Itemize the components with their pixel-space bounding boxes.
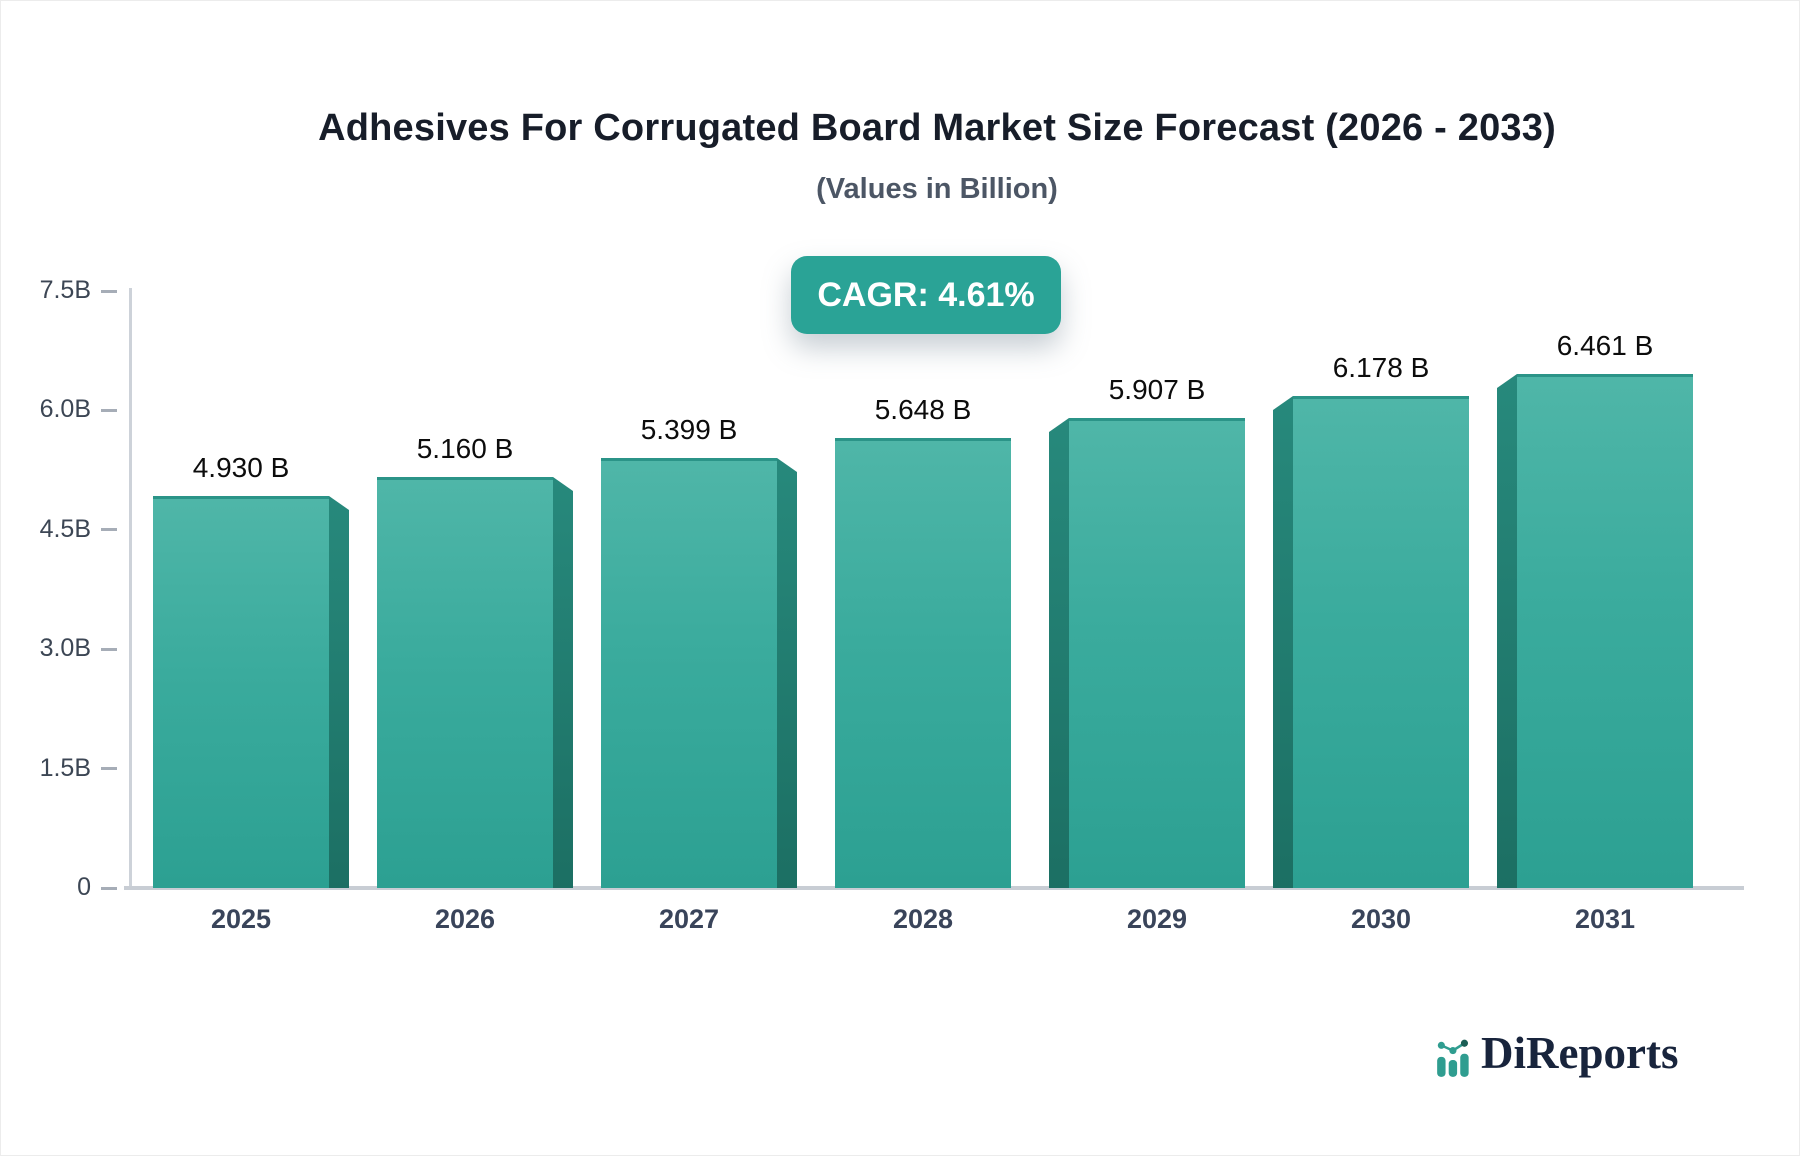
y-tick-label: 6.0B [39, 395, 91, 424]
y-tick-dash [101, 408, 117, 412]
bar-line-chart-icon [1437, 1039, 1469, 1077]
bar-value-label: 5.399 B [640, 414, 738, 445]
brand-logo: DiReports [1434, 1027, 1678, 1079]
x-tick-label-2030: 2030 [1350, 904, 1412, 934]
y-tick-dash [101, 528, 117, 532]
y-tick-dash [101, 647, 117, 651]
bar-2027 [601, 458, 777, 888]
bar-side-shadow [553, 477, 573, 888]
y-tick-label: 3.0B [39, 634, 91, 663]
bar-side-shadow [1497, 374, 1517, 888]
y-tick-label: 0 [77, 873, 91, 901]
x-tick-label-2025: 2025 [210, 904, 272, 934]
x-axis-baseline [124, 886, 1744, 890]
y-tick-label: 4.5B [39, 514, 91, 543]
chart-title: Adhesives For Corrugated Board Market Si… [318, 107, 1556, 149]
bar-2031 [1517, 374, 1693, 888]
bar-value-label: 6.461 B [1556, 330, 1654, 361]
bar-value-label: 6.178 B [1332, 352, 1430, 383]
cagr-badge: CAGR: 4.61% [791, 256, 1061, 334]
bar-2026 [377, 477, 553, 888]
bar-value-label: 5.648 B [874, 394, 972, 425]
bar-value-label: 4.930 B [192, 452, 290, 483]
bar-2030 [1293, 396, 1469, 888]
y-tick-dash [101, 886, 117, 890]
y-tick-dash [101, 767, 117, 771]
y-tick-label: 7.5B [39, 276, 91, 304]
x-tick-label-2031: 2031 [1574, 904, 1636, 934]
x-tick-label-2029: 2029 [1126, 904, 1188, 934]
bar-side-shadow [329, 496, 349, 888]
x-tick-label-2026: 2026 [434, 904, 496, 934]
bar-2025 [153, 496, 329, 888]
y-axis-line [129, 288, 132, 888]
bar-2028 [835, 438, 1011, 888]
x-tick-label-2027: 2027 [658, 904, 720, 934]
bar-side-shadow [1273, 396, 1293, 888]
cagr-badge-label: CAGR: 4.61% [817, 275, 1035, 314]
bar-side-shadow [1049, 418, 1069, 888]
chart-subtitle: (Values in Billion) [816, 173, 1058, 205]
y-tick-label: 1.5B [39, 753, 91, 782]
x-tick-label-2028: 2028 [892, 904, 954, 934]
bar-2029 [1069, 418, 1245, 888]
y-tick-dash [101, 289, 117, 293]
brand-logo-text: DiReports [1481, 1028, 1679, 1078]
bar-value-label: 5.907 B [1108, 374, 1206, 405]
bar-side-shadow [777, 458, 797, 888]
bar-value-label: 5.160 B [416, 433, 514, 464]
